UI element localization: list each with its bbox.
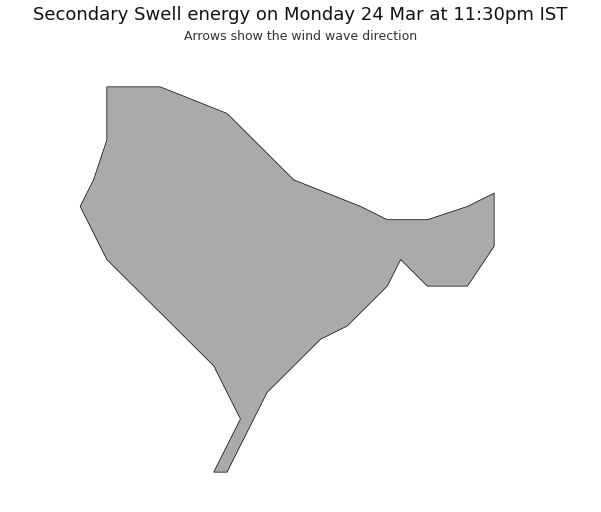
Polygon shape [80,87,494,472]
Text: Arrows show the wind wave direction: Arrows show the wind wave direction [184,30,417,43]
Text: Secondary Swell energy on Monday 24 Mar at 11:30pm IST: Secondary Swell energy on Monday 24 Mar … [33,6,568,24]
